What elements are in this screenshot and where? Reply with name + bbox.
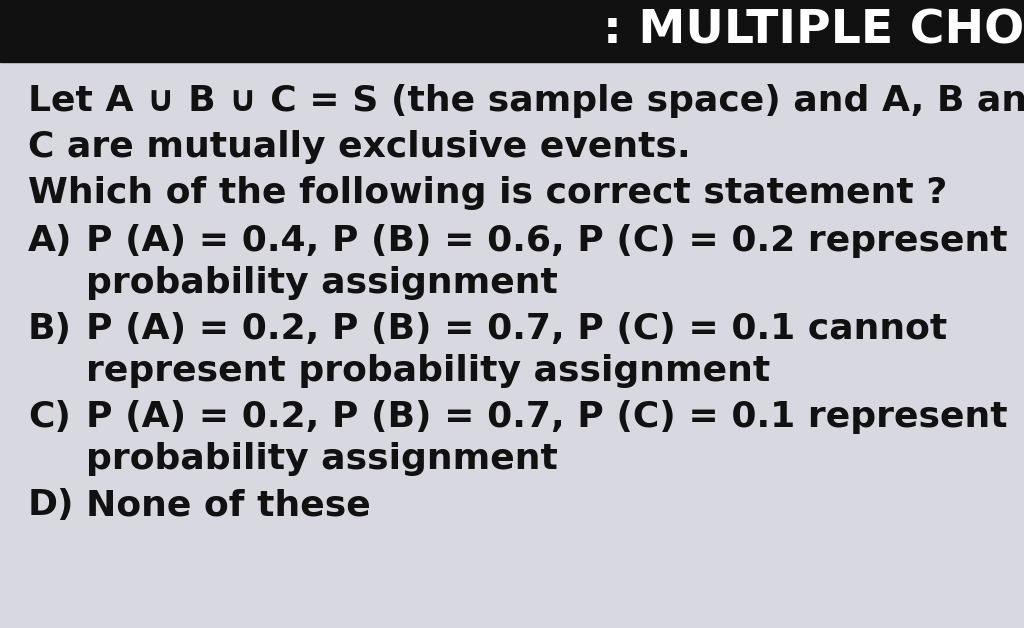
Text: represent probability assignment: represent probability assignment (86, 354, 770, 388)
Text: Let A ∪ B ∪ C = S (the sample space) and A, B and: Let A ∪ B ∪ C = S (the sample space) and… (28, 84, 1024, 118)
Text: D): D) (28, 488, 75, 522)
Text: A): A) (28, 224, 73, 258)
Text: P (A) = 0.2, P (B) = 0.7, P (C) = 0.1 cannot: P (A) = 0.2, P (B) = 0.7, P (C) = 0.1 ca… (86, 312, 947, 346)
Text: Which of the following is correct statement ?: Which of the following is correct statem… (28, 176, 947, 210)
Text: probability assignment: probability assignment (86, 266, 558, 300)
Text: C are mutually exclusive events.: C are mutually exclusive events. (28, 130, 690, 164)
Text: P (A) = 0.2, P (B) = 0.7, P (C) = 0.1 represent: P (A) = 0.2, P (B) = 0.7, P (C) = 0.1 re… (86, 400, 1008, 434)
Text: : MULTIPLE CHO: : MULTIPLE CHO (603, 9, 1024, 53)
Text: C): C) (28, 400, 71, 434)
Text: P (A) = 0.4, P (B) = 0.6, P (C) = 0.2 represent: P (A) = 0.4, P (B) = 0.6, P (C) = 0.2 re… (86, 224, 1008, 258)
Text: None of these: None of these (86, 488, 371, 522)
Text: probability assignment: probability assignment (86, 442, 558, 476)
Text: B): B) (28, 312, 72, 346)
Bar (0, 0, 1024, 62)
